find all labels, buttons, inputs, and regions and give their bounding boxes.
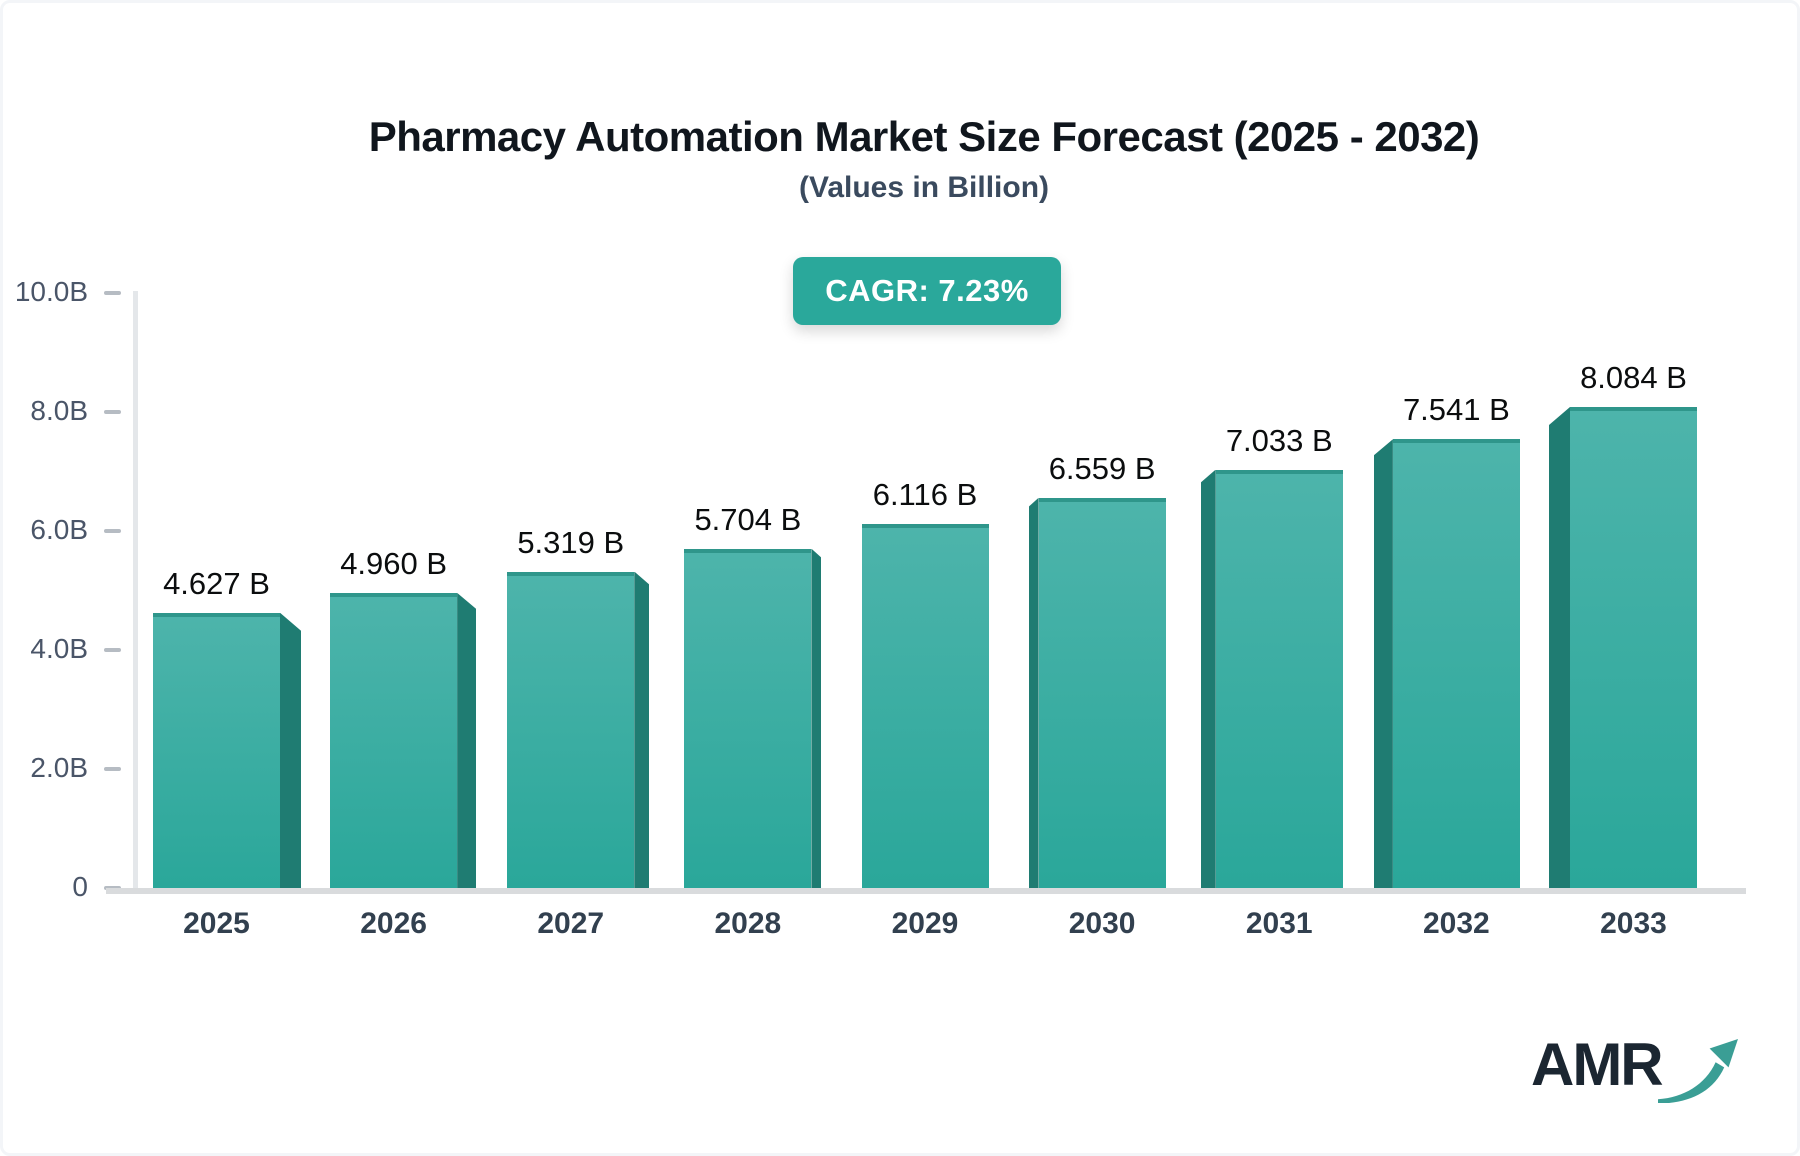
- growth-arrow-icon: [1657, 1039, 1738, 1103]
- cagr-badge: CAGR: 7.23%: [793, 257, 1061, 325]
- bar-2031: [1215, 469, 1343, 888]
- bar-2029: [861, 524, 989, 888]
- bar-side-2030: [1028, 497, 1039, 888]
- x-tick-label-2027: 2027: [537, 907, 605, 940]
- bar-side-2031: [1200, 469, 1216, 888]
- bar-2026: [330, 592, 458, 888]
- x-tick-label-2033: 2033: [1600, 907, 1667, 940]
- x-tick-label-2032: 2032: [1423, 907, 1490, 940]
- bar-side-2025: [280, 612, 301, 888]
- chart-subtitle: (Values in Billion): [798, 171, 1050, 204]
- y-tick-label: 10.0B: [14, 276, 88, 307]
- x-axis-baseline: [106, 888, 1746, 894]
- y-tick-dash: [104, 648, 121, 652]
- bar-2027: [507, 571, 635, 888]
- bar-value-label-2026: 4.960 B: [340, 545, 448, 581]
- x-tick-label-2025: 2025: [183, 907, 250, 940]
- y-tick-label: 2.0B: [30, 752, 88, 783]
- bar-side-2033: [1549, 407, 1570, 888]
- bar-value-label-2028: 5.704 B: [694, 501, 802, 537]
- bar-value-label-2027: 5.319 B: [517, 524, 625, 560]
- bar-2030: [1038, 497, 1166, 888]
- bar-value-label-2025: 4.627 B: [163, 565, 270, 601]
- x-tick-label-2029: 2029: [891, 907, 959, 940]
- bar-value-label-2032: 7.541 B: [1402, 392, 1510, 428]
- y-tick-dash: [104, 529, 121, 533]
- x-tick-label-2026: 2026: [360, 907, 427, 940]
- y-axis-line: [133, 291, 138, 894]
- bar-chart: 10.0B 8.0B 6.0B 4.0B 2.0B 0 4.627 B 2025 4.960 B…: [3, 3, 1797, 1153]
- y-tick-label: 6.0B: [30, 514, 88, 545]
- bar-side-2026: [457, 592, 477, 888]
- y-tick-dash: [104, 410, 121, 414]
- chart-title: Pharmacy Automation Market Size Forecast…: [368, 113, 1480, 160]
- bar-value-label-2030: 6.559 B: [1048, 450, 1156, 486]
- bar-side-2027: [634, 571, 650, 888]
- bar-side-2028: [811, 548, 822, 888]
- x-tick-label-2028: 2028: [714, 907, 782, 940]
- x-tick-label-2031: 2031: [1245, 907, 1313, 940]
- y-tick-label: 8.0B: [30, 395, 88, 426]
- amr-logo: AMR: [1531, 1035, 1744, 1103]
- y-tick-dash: [104, 291, 121, 295]
- bar-value-label-2033: 8.084 B: [1580, 360, 1687, 395]
- bar-2033: [1570, 407, 1697, 888]
- bar-2028: [684, 548, 812, 888]
- y-tick-label: 0: [72, 871, 88, 902]
- y-tick-dash: [104, 767, 121, 771]
- bar-2032: [1392, 439, 1520, 888]
- bar-value-label-2029: 6.116 B: [872, 477, 978, 513]
- bar-value-label-2031: 7.033 B: [1225, 422, 1333, 458]
- amr-logo-text: AMR: [1531, 1031, 1664, 1098]
- x-tick-label-2030: 2030: [1068, 907, 1136, 940]
- bar-2025: [153, 612, 280, 888]
- bar-side-2032: [1373, 439, 1393, 888]
- y-tick-label: 4.0B: [30, 633, 88, 664]
